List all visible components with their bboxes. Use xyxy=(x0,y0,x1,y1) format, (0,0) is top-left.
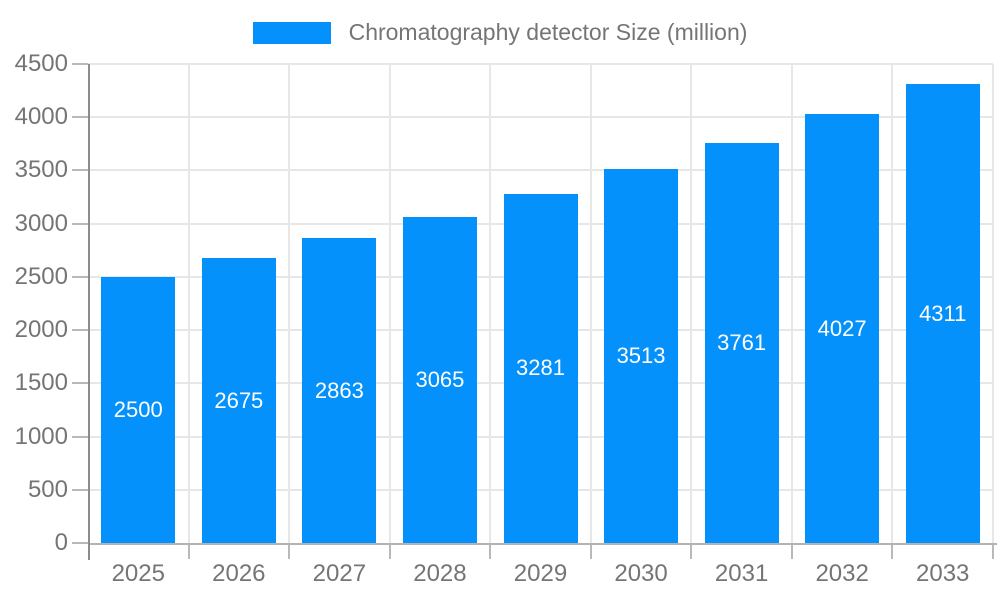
bar-2029[interactable]: 3281 xyxy=(503,193,578,543)
x-axis-line xyxy=(88,543,997,545)
y-axis-tick xyxy=(72,222,88,225)
y-axis-tick xyxy=(72,542,88,544)
bar-2026[interactable]: 2675 xyxy=(201,258,276,543)
y-axis-label: 4000 xyxy=(14,103,68,131)
y-axis-label: 3500 xyxy=(14,156,68,184)
x-axis-label: 2033 xyxy=(916,560,970,587)
x-axis-tick xyxy=(589,545,592,559)
gridline-vertical xyxy=(489,64,492,543)
bar-2033[interactable]: 4311 xyxy=(905,84,980,543)
x-axis-tick xyxy=(992,545,994,559)
x-axis-label: 2028 xyxy=(413,560,467,587)
gridline-vertical xyxy=(187,64,190,543)
x-axis-label: 2026 xyxy=(212,560,266,587)
x-axis-label: 2029 xyxy=(513,560,568,587)
y-axis-tick xyxy=(72,488,88,491)
x-axis-tick xyxy=(187,545,190,559)
y-axis-label: 4500 xyxy=(14,50,68,77)
y-axis-label: 1500 xyxy=(14,369,68,397)
legend-label: Chromatography detector Size (million) xyxy=(348,19,748,45)
bar-2031[interactable]: 3761 xyxy=(704,142,779,543)
x-axis-label: 2032 xyxy=(815,560,869,587)
gridline-vertical xyxy=(388,64,391,543)
x-axis-tick xyxy=(388,545,391,559)
y-axis-tick xyxy=(72,435,88,438)
gridline-vertical xyxy=(690,64,693,543)
y-axis-tick xyxy=(72,275,88,278)
y-axis-line xyxy=(88,64,90,560)
x-axis-label: 2027 xyxy=(312,560,367,587)
legend[interactable]: Chromatography detector Size (million) xyxy=(0,19,1000,46)
bar-value-label: 4027 xyxy=(817,315,867,341)
y-axis-label: 2000 xyxy=(14,316,68,344)
x-axis-tick xyxy=(891,545,894,559)
bar-value-label: 3761 xyxy=(717,329,767,355)
x-axis-tick xyxy=(288,545,291,559)
gridline-vertical xyxy=(589,64,592,543)
y-axis-label: 500 xyxy=(27,475,68,503)
bar-2030[interactable]: 3513 xyxy=(604,169,679,543)
y-axis-tick xyxy=(72,63,88,65)
bar-2027[interactable]: 2863 xyxy=(302,238,377,543)
bar-2032[interactable]: 4027 xyxy=(805,114,880,543)
x-axis-label: 2030 xyxy=(614,560,668,587)
gridline-horizontal xyxy=(88,63,993,65)
bar-2028[interactable]: 3065 xyxy=(402,216,477,543)
gridline-vertical xyxy=(288,64,291,543)
x-axis-label: 2031 xyxy=(714,560,769,587)
bar-value-label: 2675 xyxy=(214,387,264,413)
gridline-vertical xyxy=(891,64,894,543)
x-axis-tick xyxy=(690,545,693,559)
x-axis-tick xyxy=(790,545,793,559)
y-axis-tick xyxy=(72,382,88,385)
y-axis-label: 3000 xyxy=(14,209,68,237)
y-axis-label: 1000 xyxy=(14,422,68,450)
y-axis-tick xyxy=(72,116,88,119)
y-axis-tick xyxy=(72,169,88,172)
bar-value-label: 2500 xyxy=(113,396,163,422)
gridline-horizontal xyxy=(88,169,993,172)
gridline-vertical xyxy=(790,64,793,543)
bar-value-label: 3065 xyxy=(415,366,465,392)
gridline-vertical xyxy=(992,64,994,543)
bar-value-label: 4311 xyxy=(919,300,967,326)
bar-value-label: 3281 xyxy=(516,355,565,381)
bar-value-label: 2863 xyxy=(314,377,364,403)
bar-value-label: 3513 xyxy=(616,343,666,369)
legend-swatch xyxy=(252,21,331,44)
bar-2025[interactable]: 2500 xyxy=(101,276,176,543)
gridline-horizontal xyxy=(88,116,993,119)
x-axis-label: 2025 xyxy=(111,560,165,587)
x-axis-tick xyxy=(489,545,492,559)
y-axis-label: 0 xyxy=(54,529,68,556)
y-axis-tick xyxy=(72,329,88,332)
y-axis-label: 2500 xyxy=(14,262,68,290)
